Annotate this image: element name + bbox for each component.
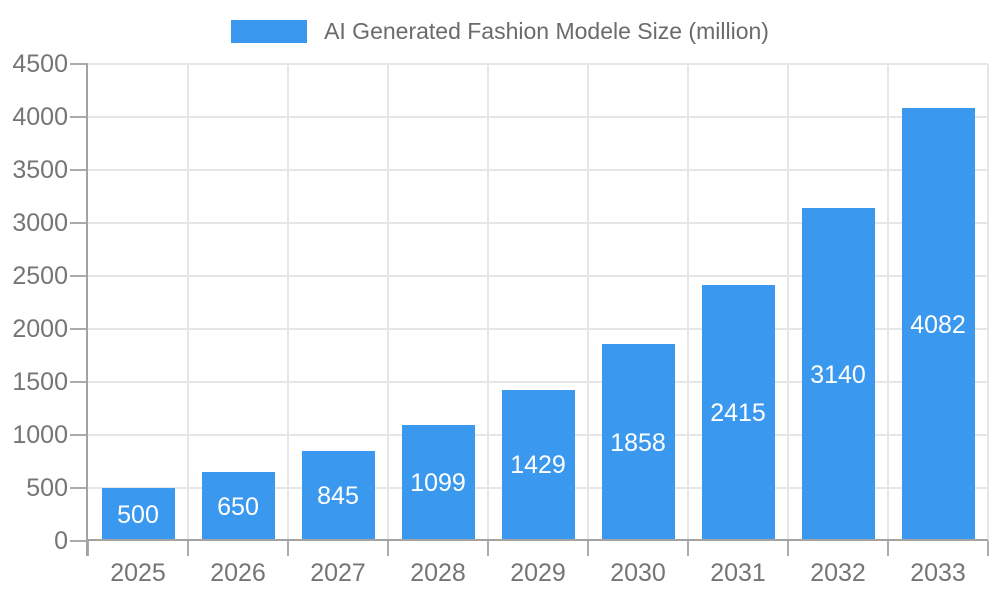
y-axis-label: 2000 bbox=[12, 315, 68, 343]
h-gridline bbox=[88, 222, 988, 224]
v-gridline bbox=[487, 64, 489, 541]
y-tick bbox=[70, 222, 88, 224]
y-tick bbox=[70, 169, 88, 171]
v-gridline bbox=[287, 64, 289, 541]
y-tick bbox=[70, 381, 88, 383]
y-axis-label: 1000 bbox=[12, 421, 68, 449]
v-gridline bbox=[887, 64, 889, 541]
x-tick bbox=[687, 541, 689, 556]
x-tick bbox=[587, 541, 589, 556]
legend-label[interactable]: AI Generated Fashion Modele Size (millio… bbox=[324, 18, 769, 44]
h-gridline bbox=[88, 169, 988, 171]
x-axis-label: 2033 bbox=[910, 559, 966, 587]
y-tick bbox=[70, 275, 88, 277]
y-axis-label: 3000 bbox=[12, 209, 68, 237]
bar-2026[interactable] bbox=[201, 472, 275, 541]
legend-swatch[interactable] bbox=[231, 19, 308, 43]
x-axis-label: 2027 bbox=[310, 559, 366, 587]
x-tick bbox=[287, 541, 289, 556]
y-axis-label: 500 bbox=[26, 474, 68, 502]
bar-value-label: 2415 bbox=[710, 399, 766, 427]
x-tick bbox=[387, 541, 389, 556]
x-tick bbox=[787, 541, 789, 556]
h-gridline bbox=[88, 116, 988, 118]
x-tick bbox=[887, 541, 889, 556]
y-tick bbox=[70, 63, 88, 65]
bar-2027[interactable] bbox=[301, 451, 375, 541]
bar-value-label: 1429 bbox=[510, 451, 566, 480]
bar-value-label: 4082 bbox=[910, 310, 966, 339]
x-axis-line bbox=[86, 539, 988, 541]
bar-2029[interactable] bbox=[501, 389, 575, 541]
bar-2025[interactable] bbox=[101, 488, 175, 541]
bar-value-label: 500 bbox=[117, 500, 159, 529]
y-axis-label: 2500 bbox=[12, 262, 68, 290]
bar-2030[interactable] bbox=[601, 344, 675, 541]
y-tick bbox=[70, 487, 88, 489]
x-tick bbox=[187, 541, 189, 556]
v-gridline bbox=[387, 64, 389, 541]
legend: AI Generated Fashion Modele Size (millio… bbox=[0, 16, 1000, 46]
h-gridline bbox=[88, 328, 988, 330]
bar-value-label: 845 bbox=[317, 482, 359, 511]
h-gridline bbox=[88, 381, 988, 383]
y-axis-label: 1500 bbox=[12, 368, 68, 396]
bar-value-label: 1099 bbox=[410, 468, 466, 497]
x-axis-label: 2029 bbox=[510, 559, 566, 587]
x-tick bbox=[987, 541, 989, 556]
y-axis-line bbox=[86, 64, 88, 556]
y-tick bbox=[70, 434, 88, 436]
bar-2031[interactable] bbox=[701, 285, 775, 541]
x-tick bbox=[487, 541, 489, 556]
y-tick bbox=[70, 116, 88, 118]
y-tick bbox=[70, 328, 88, 330]
v-gridline bbox=[587, 64, 589, 541]
x-axis-label: 2025 bbox=[110, 559, 166, 587]
h-gridline bbox=[88, 63, 988, 65]
x-axis-label: 2030 bbox=[610, 559, 666, 587]
bar-2028[interactable] bbox=[401, 424, 475, 541]
bar-2033[interactable] bbox=[901, 108, 975, 541]
bar-value-label: 1858 bbox=[610, 428, 666, 457]
y-axis-label: 0 bbox=[54, 527, 68, 555]
bar-2032[interactable] bbox=[801, 208, 875, 541]
x-axis-label: 2031 bbox=[710, 559, 766, 587]
y-axis-label: 4000 bbox=[12, 103, 68, 131]
v-gridline bbox=[787, 64, 789, 541]
y-axis-label: 4500 bbox=[12, 50, 68, 78]
x-axis-label: 2026 bbox=[210, 559, 266, 587]
v-gridline bbox=[187, 64, 189, 541]
v-gridline bbox=[987, 64, 989, 541]
x-axis-label: 2032 bbox=[810, 559, 866, 587]
x-axis-label: 2028 bbox=[410, 559, 466, 587]
x-tick bbox=[87, 541, 89, 556]
y-tick bbox=[70, 540, 88, 542]
bar-value-label: 3140 bbox=[810, 360, 866, 389]
v-gridline bbox=[687, 64, 689, 541]
h-gridline bbox=[88, 275, 988, 277]
bar-value-label: 650 bbox=[217, 492, 259, 521]
y-axis-label: 3500 bbox=[12, 156, 68, 184]
